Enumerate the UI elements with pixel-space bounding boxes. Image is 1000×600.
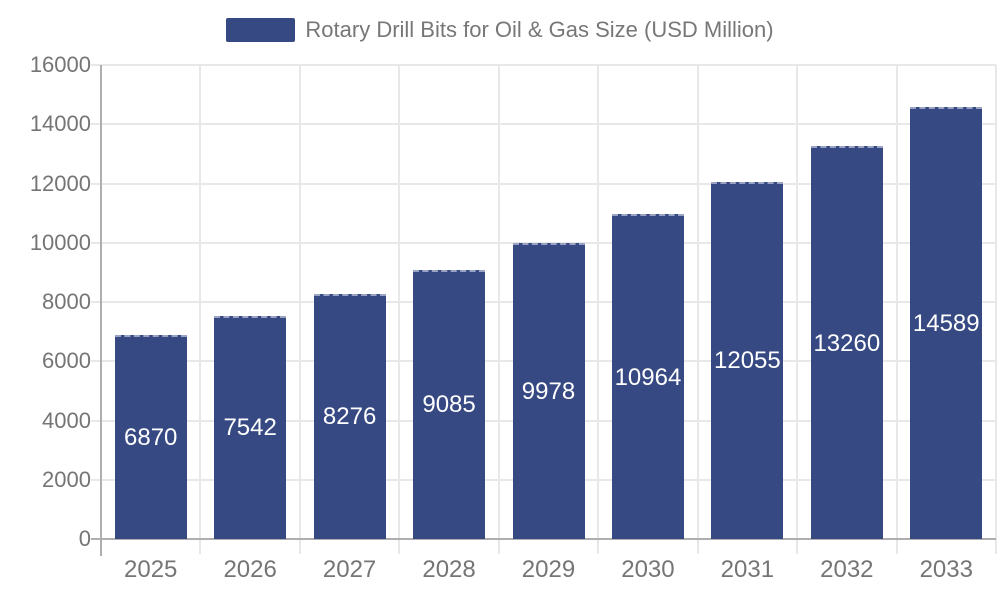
chart-title: Rotary Drill Bits for Oil & Gas Size (US… [305, 17, 774, 42]
gridline-vertical [796, 65, 799, 554]
bar-value-label: 7542 [223, 414, 277, 442]
bar-value-label: 9085 [422, 391, 476, 419]
y-axis-tick-label: 6000 [42, 348, 91, 374]
gridline-vertical [597, 65, 600, 554]
x-axis-tick-label-2026: 2026 [223, 556, 277, 583]
bar-2027[interactable]: 8276 [313, 293, 386, 539]
bar-2032[interactable]: 13260 [810, 146, 883, 539]
y-axis-tick-label: 4000 [42, 407, 91, 433]
y-axis-tick-label: 8000 [42, 289, 91, 314]
bar-value-label: 12055 [714, 347, 781, 375]
bar-2029[interactable]: 9978 [512, 243, 585, 539]
y-axis-line [100, 65, 102, 556]
y-axis-tick-label: 0 [78, 526, 91, 551]
gridline-vertical [199, 65, 202, 554]
bar-value-label: 9978 [521, 378, 576, 406]
x-axis-tick-label-2028: 2028 [422, 556, 476, 583]
x-axis-line [91, 538, 996, 540]
x-axis-tick-label-2030: 2030 [621, 556, 675, 583]
gridline-vertical [895, 65, 898, 554]
x-axis-tick-label-2031: 2031 [720, 556, 775, 583]
gridline-vertical [398, 65, 401, 554]
gridline-vertical [497, 65, 500, 554]
x-axis-tick-label-2033: 2033 [919, 556, 973, 583]
bar-2025[interactable]: 6870 [114, 335, 187, 539]
x-axis-tick-label-2027: 2027 [322, 556, 377, 583]
x-axis-tick-label-2032: 2032 [820, 556, 874, 583]
bar-value-label: 6870 [124, 424, 178, 452]
gridline-horizontal [91, 64, 996, 66]
chart-legend[interactable]: Rotary Drill Bits for Oil & Gas Size (US… [0, 17, 1000, 43]
x-axis-tick-label-2029: 2029 [521, 556, 576, 583]
gridline-vertical [298, 65, 301, 554]
x-axis-tick-label-2025: 2025 [124, 556, 178, 583]
bar-2028[interactable]: 9085 [413, 269, 486, 539]
y-axis-tick-label: 12000 [29, 170, 91, 196]
bar-2033[interactable]: 14589 [910, 106, 983, 539]
legend-swatch-icon [226, 18, 296, 42]
bar-2031[interactable]: 12055 [711, 181, 784, 539]
bar-2030[interactable]: 10964 [611, 214, 684, 539]
y-axis-tick-label: 14000 [29, 111, 91, 137]
bar-value-label: 10964 [614, 363, 682, 391]
bar-value-label: 14589 [912, 309, 980, 337]
bar-value-label: 8276 [322, 403, 377, 431]
y-axis-tick-label: 2000 [42, 466, 91, 492]
gridline-vertical [995, 65, 997, 554]
gridline-horizontal [91, 241, 996, 244]
gridline-horizontal [91, 123, 996, 126]
y-axis-tick-label: 16000 [29, 52, 91, 77]
bar-value-label: 13260 [813, 329, 881, 357]
y-axis-tick-label: 10000 [29, 229, 91, 255]
bar-2026[interactable]: 7542 [214, 315, 287, 539]
plot-area: 0 2000 4000 6000 8000 10000 12000 14000 16000 687… [30, 54, 997, 583]
gridline-horizontal [91, 182, 996, 185]
gridline-vertical [696, 65, 699, 554]
